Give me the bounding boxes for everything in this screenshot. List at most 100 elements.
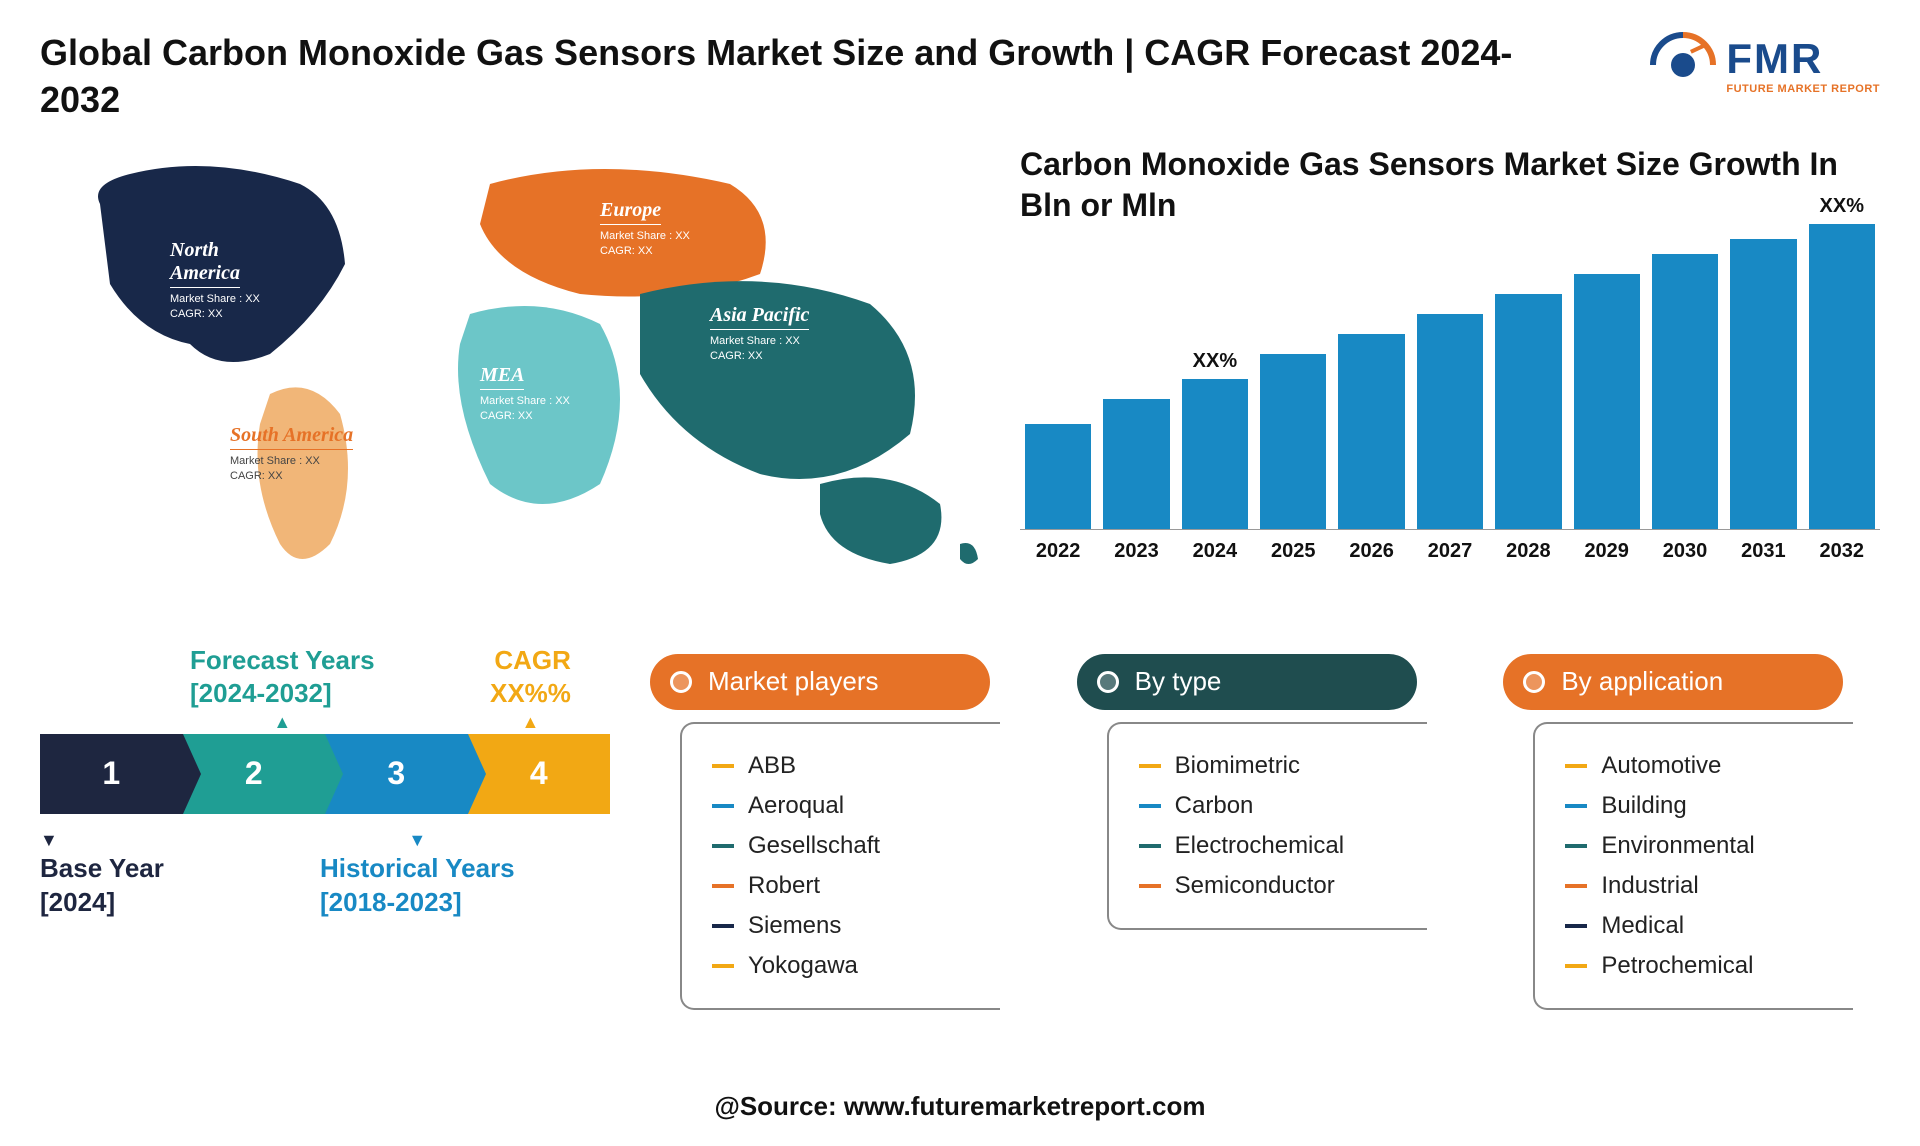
bar-col	[1260, 354, 1326, 529]
tick-icon	[1139, 884, 1161, 888]
region-eu-share: Market Share : XX	[600, 229, 690, 244]
region-mea-name: MEA	[480, 364, 524, 390]
page-title: Global Carbon Monoxide Gas Sensors Marke…	[40, 30, 1540, 124]
tick-icon	[1139, 844, 1161, 848]
bar-year: 2029	[1584, 540, 1629, 563]
panel-item-label: Semiconductor	[1175, 872, 1335, 900]
panel-dot-icon	[1097, 671, 1119, 693]
region-ap-name: Asia Pacific	[710, 304, 809, 330]
panel-item-label: Building	[1601, 792, 1686, 820]
panel-dot-icon	[670, 671, 692, 693]
bar-rect	[1338, 334, 1404, 529]
region-sa-name: South America	[230, 424, 353, 450]
year-col: 2023	[1103, 530, 1169, 563]
bar-col	[1730, 239, 1796, 529]
bar-col	[1574, 274, 1640, 529]
year-col: 2025	[1260, 530, 1326, 563]
panel-item: Yokogawa	[712, 946, 980, 986]
bar-year: 2031	[1741, 540, 1786, 563]
bar-year: 2028	[1506, 540, 1551, 563]
panel-item-label: Petrochemical	[1601, 952, 1753, 980]
cagr-label: CAGR XX%% ▲	[490, 644, 571, 735]
panel-title: By application	[1561, 666, 1723, 697]
tick-icon	[1565, 844, 1587, 848]
panel-item: Carbon	[1139, 786, 1407, 826]
region-na: NorthAmerica Market Share : XX CAGR: XX	[170, 239, 260, 323]
panel-item-label: Industrial	[1601, 872, 1698, 900]
panel-item-label: Carbon	[1175, 792, 1254, 820]
bar-rect	[1103, 399, 1169, 529]
bar-rect	[1025, 424, 1091, 529]
timeline-seg: 3	[325, 734, 468, 814]
region-eu: Europe Market Share : XX CAGR: XX	[600, 199, 690, 260]
panel-body: ABBAeroqualGesellschaftRobertSiemensYoko…	[680, 722, 1000, 1010]
logo-text: FMR FUTURE MARKET REPORT	[1726, 35, 1880, 95]
bar-rect	[1809, 224, 1875, 529]
bar-col	[1338, 334, 1404, 529]
bar-col	[1025, 424, 1091, 529]
bar-col	[1103, 399, 1169, 529]
timeline: Forecast Years [2024-2032] ▲ CAGR XX%% ▲…	[40, 654, 610, 814]
panel-item-label: Yokogawa	[748, 952, 858, 980]
panel-item-label: Siemens	[748, 912, 841, 940]
timeline-seg: 1	[40, 734, 183, 814]
bar-year: 2022	[1036, 540, 1081, 563]
region-mea-cagr: CAGR: XX	[480, 409, 570, 424]
bar-col: XX%	[1809, 195, 1875, 529]
bar-col: XX%	[1182, 350, 1248, 529]
panel-item-label: Automotive	[1601, 752, 1721, 780]
panel-item: Medical	[1565, 906, 1833, 946]
panel-head: Market players	[650, 654, 990, 710]
bar-rect	[1260, 354, 1326, 529]
panel-item: Semiconductor	[1139, 866, 1407, 906]
logo-sub: FUTURE MARKET REPORT	[1726, 83, 1880, 95]
panel-item: Environmental	[1565, 826, 1833, 866]
bar-year: 2027	[1428, 540, 1473, 563]
region-na-share: Market Share : XX	[170, 292, 260, 307]
tick-icon	[1565, 884, 1587, 888]
chart-title: Carbon Monoxide Gas Sensors Market Size …	[1020, 144, 1880, 227]
years-row: 2022202320242025202620272028202920302031…	[1020, 530, 1880, 563]
year-col: 2031	[1730, 530, 1796, 563]
panel-item: Biomimetric	[1139, 746, 1407, 786]
panel-item-label: Robert	[748, 872, 820, 900]
bottom-row: Forecast Years [2024-2032] ▲ CAGR XX%% ▲…	[40, 614, 1880, 1010]
year-col: 2030	[1652, 530, 1718, 563]
bar-col	[1495, 294, 1561, 529]
year-col: 2022	[1025, 530, 1091, 563]
panel-item: Automotive	[1565, 746, 1833, 786]
region-sa-share: Market Share : XX	[230, 454, 353, 469]
region-ap-cagr: CAGR: XX	[710, 349, 809, 364]
panel-title: Market players	[708, 666, 879, 697]
logo-icon	[1648, 30, 1718, 100]
bar-top-label: XX%	[1820, 195, 1864, 218]
region-eu-name: Europe	[600, 199, 661, 225]
bar-year: 2030	[1663, 540, 1708, 563]
panel: By typeBiomimetricCarbonElectrochemicalS…	[1077, 654, 1454, 1010]
panel-item: Electrochemical	[1139, 826, 1407, 866]
panel-item: Petrochemical	[1565, 946, 1833, 986]
tick-icon	[1565, 764, 1587, 768]
panel-item: Building	[1565, 786, 1833, 826]
region-sa: South America Market Share : XX CAGR: XX	[230, 424, 353, 485]
source-text: @Source: www.futuremarketreport.com	[714, 1091, 1205, 1122]
panel-item-label: Biomimetric	[1175, 752, 1300, 780]
bar-chart: Carbon Monoxide Gas Sensors Market Size …	[1020, 144, 1880, 574]
panel-item: Industrial	[1565, 866, 1833, 906]
tick-icon	[1565, 804, 1587, 808]
bar-rect	[1652, 254, 1718, 529]
tick-icon	[712, 964, 734, 968]
panel: By application Automotive Building Environm…	[1503, 654, 1880, 1010]
panel-item-label: Aeroqual	[748, 792, 844, 820]
timeline-row: 1234	[40, 734, 610, 814]
bar-rect	[1417, 314, 1483, 529]
bar-year: 2024	[1193, 540, 1238, 563]
year-col: 2032	[1809, 530, 1875, 563]
top-row: NorthAmerica Market Share : XX CAGR: XX …	[40, 144, 1880, 574]
header: Global Carbon Monoxide Gas Sensors Marke…	[40, 30, 1880, 124]
panel-body: Biomimetric Carbon Electrochemical Semicond…	[1107, 722, 1427, 930]
panel-dot-icon	[1523, 671, 1545, 693]
bars-row: XX%XX%	[1020, 239, 1880, 529]
bar-year: 2032	[1820, 540, 1865, 563]
year-col: 2024	[1182, 530, 1248, 563]
